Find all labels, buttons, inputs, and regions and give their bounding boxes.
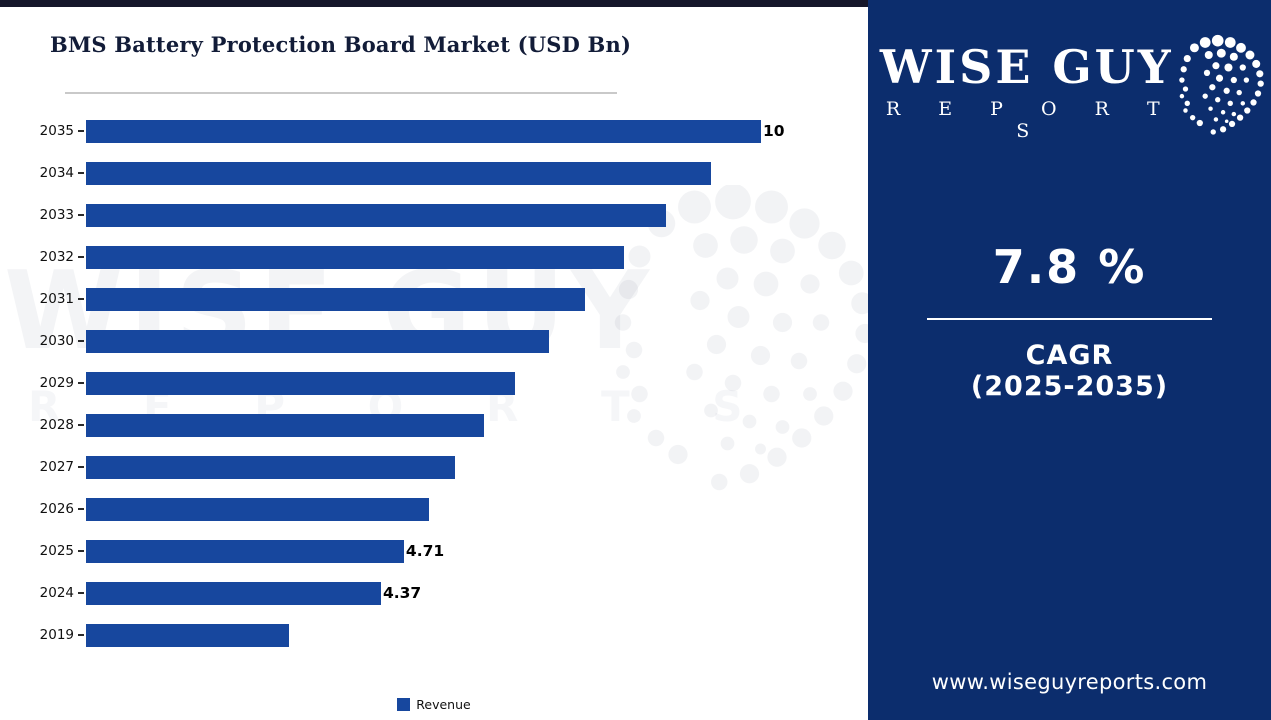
revenue-bar — [86, 287, 585, 311]
bar-value-label: 4.37 — [382, 584, 422, 602]
chart-title: BMS Battery Protection Board Market (USD… — [50, 32, 632, 57]
y-axis-tick-label: 2027 — [39, 459, 74, 475]
legend-label: Revenue — [416, 697, 471, 712]
bar-row: 2026 — [12, 488, 852, 530]
y-axis-tick-label: 2026 — [39, 501, 74, 517]
y-axis-tick-label: 2035 — [39, 123, 74, 139]
cagr-divider — [927, 318, 1212, 320]
axis-tick — [78, 508, 84, 510]
axis-tick — [78, 172, 84, 174]
bar-row: 2035 10 — [12, 110, 852, 152]
cagr-value: 7.8 % — [992, 240, 1147, 294]
revenue-bar — [86, 245, 624, 269]
y-axis-tick-label: 2034 — [39, 165, 74, 181]
bar-row: 2031 — [12, 278, 852, 320]
axis-tick — [78, 382, 84, 384]
title-divider — [65, 92, 617, 94]
top-border-strip — [0, 0, 868, 7]
bar-row: 2024 4.37 — [12, 572, 852, 614]
chart-legend: Revenue — [0, 697, 868, 712]
axis-tick — [78, 634, 84, 636]
bar-value-label: 4.71 — [405, 542, 445, 560]
plot-area: 2035 10 2034 2033 2032 2031 2030 2029 2028 2027 20… — [12, 110, 852, 656]
revenue-bar — [86, 455, 456, 479]
legend-swatch-icon — [397, 698, 411, 711]
revenue-bar — [86, 371, 516, 395]
y-axis-tick-label: 2019 — [39, 627, 74, 643]
axis-tick — [78, 214, 84, 216]
revenue-bar — [86, 497, 429, 521]
bar-row: 2029 — [12, 362, 852, 404]
website-url: www.wiseguyreports.com — [931, 670, 1208, 694]
y-axis-tick-label: 2029 — [39, 375, 74, 391]
y-axis-tick-label: 2028 — [39, 417, 74, 433]
axis-tick — [78, 550, 84, 552]
axis-tick — [78, 340, 84, 342]
axis-tick — [78, 466, 84, 468]
y-axis-tick-label: 2032 — [39, 249, 74, 265]
revenue-bar — [86, 329, 550, 353]
bar-row: 2030 — [12, 320, 852, 362]
axis-tick — [78, 298, 84, 300]
bar-row: 2025 4.71 — [12, 530, 852, 572]
revenue-bar — [86, 539, 404, 563]
revenue-bar — [86, 623, 289, 647]
y-axis-tick-label: 2025 — [39, 543, 74, 559]
bar-row: 2027 — [12, 446, 852, 488]
revenue-bar — [86, 119, 761, 143]
revenue-bar — [86, 203, 666, 227]
revenue-bar — [86, 581, 381, 605]
cagr-range: (2025-2035) — [970, 371, 1169, 402]
logo-text: WISE GUY R E P O R T S — [868, 44, 1186, 142]
y-axis-tick-label: 2033 — [39, 207, 74, 223]
wise-guy-logo: WISE GUY R E P O R T S — [868, 44, 1271, 148]
revenue-bar — [86, 161, 712, 185]
axis-tick — [78, 424, 84, 426]
y-axis-tick-label: 2024 — [39, 585, 74, 601]
bar-row: 2033 — [12, 194, 852, 236]
y-axis-tick-label: 2031 — [39, 291, 74, 307]
axis-tick — [78, 256, 84, 258]
logo-subtitle: R E P O R T S — [885, 98, 1176, 142]
y-axis-tick-label: 2030 — [39, 333, 74, 349]
cagr-label: CAGR — [1025, 340, 1114, 371]
axis-tick — [78, 130, 84, 132]
bar-row: 2019 — [12, 614, 852, 656]
cagr-block: 7.8 % CAGR (2025-2035) — [927, 240, 1212, 402]
bar-row: 2032 — [12, 236, 852, 278]
axis-tick — [78, 592, 84, 594]
logo-wordmark: WISE GUY — [879, 40, 1174, 94]
chart-area: BMS Battery Protection Board Market (USD… — [0, 0, 868, 712]
right-panel: WISE GUY R E P O R T S 7.8 % CAGR (2025-… — [868, 0, 1271, 720]
revenue-bar — [86, 413, 485, 437]
logo-head-icon — [1164, 30, 1271, 148]
bar-row: 2034 — [12, 152, 852, 194]
bar-row: 2028 — [12, 404, 852, 446]
bar-value-label: 10 — [763, 122, 785, 140]
